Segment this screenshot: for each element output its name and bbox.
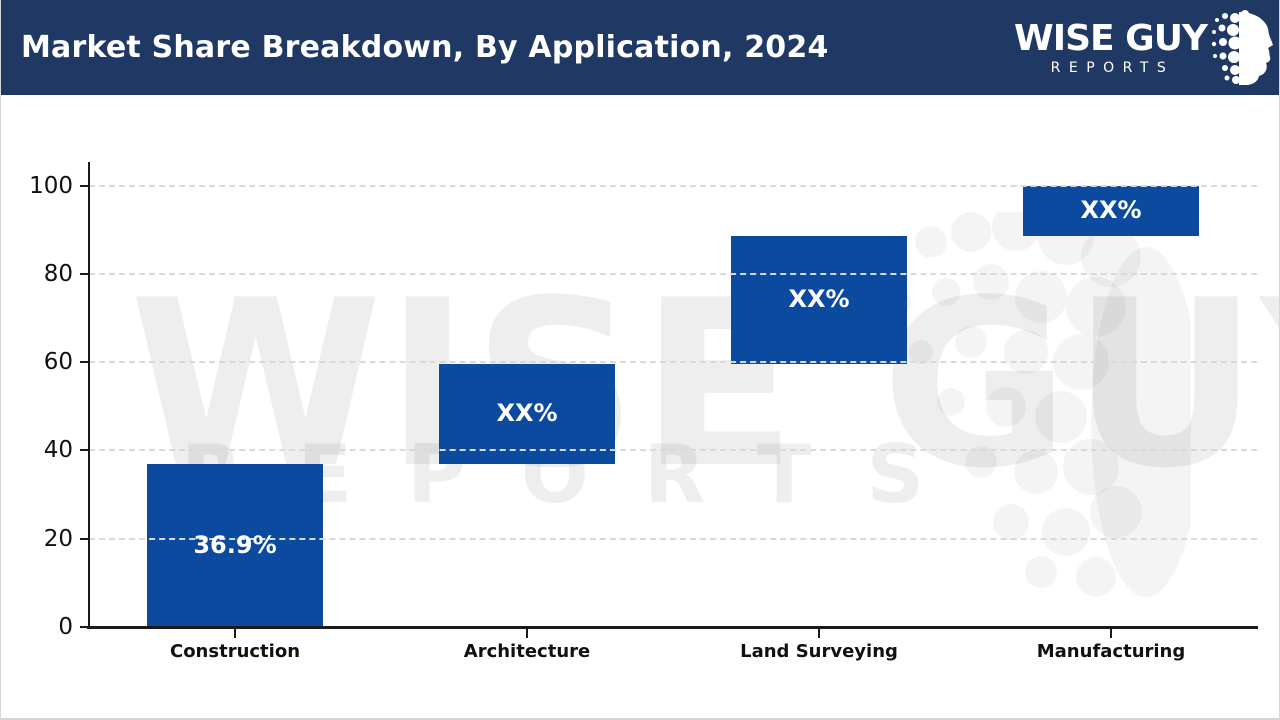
logo-face-icon <box>1211 9 1273 85</box>
bar-architecture <box>439 364 615 465</box>
y-tick-label-0: 0 <box>58 614 73 640</box>
bar-manufacturing <box>1023 185 1199 236</box>
y-tick-label-40: 40 <box>43 437 73 464</box>
x-tick-label-2: Architecture <box>463 641 591 662</box>
bar-construction <box>147 464 323 627</box>
y-tick-label-60: 60 <box>43 349 73 376</box>
logo-wordmark: WISE GUY REPORTS <box>1013 17 1208 76</box>
y-tick-mark-80 <box>80 272 89 275</box>
y-tick-mark-100 <box>80 184 89 187</box>
x-tick-label-3: Land Surveying <box>740 641 898 662</box>
grid-line-60 <box>89 361 1257 364</box>
grid-line-40 <box>89 449 1257 452</box>
header-bar: Market Share Breakdown, By Application, … <box>1 0 1279 95</box>
x-axis-line <box>87 626 1258 629</box>
bar-value-label-2: XX% <box>496 399 558 428</box>
grid-line-20 <box>89 537 1257 540</box>
grid-line-100 <box>89 184 1257 187</box>
logo-wordmark-line1: WISE GUY <box>1013 17 1208 59</box>
bar-land-surveying <box>731 235 907 365</box>
wise-guy-reports-logo: WISE GUY REPORTS <box>1014 9 1273 87</box>
bar-value-label-4: XX% <box>1080 195 1142 224</box>
y-tick-mark-0 <box>80 626 89 628</box>
bar-value-label-3: XX% <box>788 285 850 314</box>
y-tick-label-80: 80 <box>43 260 73 287</box>
page-title: Market Share Breakdown, By Application, … <box>21 30 829 65</box>
logo-wordmark-line2: REPORTS <box>1050 59 1175 76</box>
x-tick-mark-3 <box>818 629 820 638</box>
grid-line-80 <box>89 272 1257 275</box>
x-tick-mark-4 <box>1110 629 1112 638</box>
y-tick-label-20: 20 <box>43 525 73 552</box>
x-tick-label-1: Construction <box>169 641 301 662</box>
y-tick-mark-60 <box>80 361 89 364</box>
y-tick-mark-20 <box>80 537 89 540</box>
y-tick-mark-40 <box>80 449 89 452</box>
x-tick-label-4: Manufacturing <box>1036 641 1186 662</box>
y-tick-label-100: 100 <box>29 172 73 199</box>
bar-value-label-1: 36.9% <box>193 530 277 559</box>
x-tick-mark-1 <box>234 629 236 638</box>
x-tick-mark-2 <box>526 629 528 638</box>
y-axis-line <box>88 162 90 629</box>
